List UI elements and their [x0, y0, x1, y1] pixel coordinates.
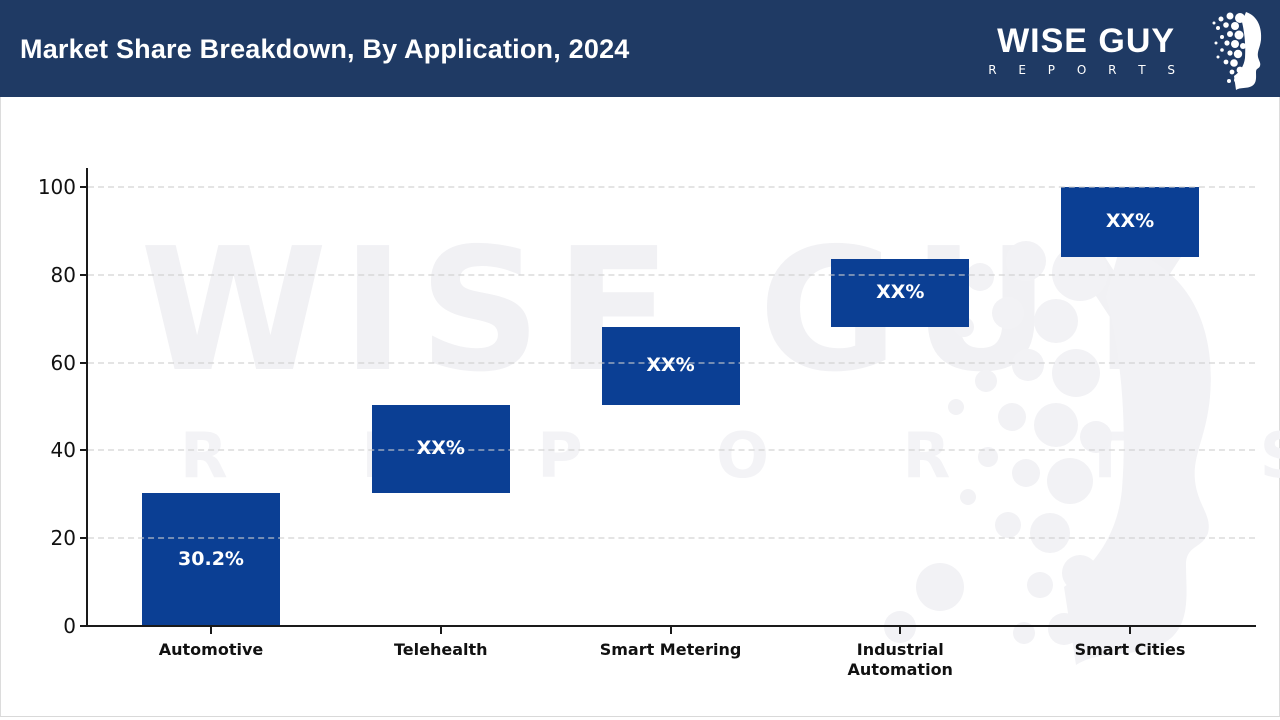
x-tick-mark [1129, 627, 1131, 634]
y-tick-label: 20 [50, 526, 76, 551]
y-tick-mark [80, 273, 87, 276]
y-tick-mark [80, 449, 87, 452]
bar-value-label: 30.2% [178, 547, 244, 570]
y-tick-label: 100 [37, 175, 76, 199]
bar-value-label: XX% [1105, 210, 1155, 233]
header-bar: Market Share Breakdown, By Application, … [0, 0, 1280, 97]
y-tick-label: 0 [63, 614, 76, 638]
y-axis-line [86, 168, 88, 627]
gridline [88, 537, 1255, 540]
waterfall-bar [601, 327, 740, 405]
y-tick-mark [80, 537, 87, 540]
y-tick-label: 80 [50, 262, 76, 287]
y-tick-mark [80, 361, 87, 364]
x-category-label: Industrial Automation [847, 640, 953, 679]
waterfall-bar [371, 405, 510, 494]
x-category-label: Telehealth [393, 640, 488, 659]
gridline [88, 186, 1255, 188]
bar-value-label: XX% [416, 437, 465, 460]
logo-wordmark: WISE GUY [997, 22, 1176, 60]
logo-subtitle: R E P O R T S [988, 63, 1184, 77]
x-tick-mark [439, 627, 442, 634]
logo-text: WISE GUY R E P O R T S [988, 22, 1184, 77]
gridline [88, 361, 1255, 364]
gridline [88, 449, 1255, 452]
waterfall-bar [142, 493, 280, 626]
page-title: Market Share Breakdown, By Application, … [20, 34, 630, 64]
wise-guy-reports-logo: WISE GUY R E P O R T S [988, 6, 1262, 92]
y-tick-label: 40 [50, 438, 76, 463]
x-tick-mark [899, 627, 902, 634]
bar-value-label: XX% [646, 353, 695, 376]
x-category-label: Smart Metering [599, 640, 742, 659]
logo-face-icon [1212, 12, 1262, 90]
gridline [88, 273, 1255, 276]
bar-value-label: XX% [876, 280, 925, 303]
y-tick-label: 60 [50, 350, 76, 375]
x-axis-line [86, 625, 1256, 627]
x-tick-mark [669, 627, 672, 634]
y-tick-mark [80, 186, 87, 188]
x-category-label: Automotive [158, 640, 264, 659]
y-tick-mark [80, 625, 87, 627]
x-tick-mark [210, 627, 212, 634]
x-category-label: Smart Cities [1074, 640, 1186, 659]
bottom-edge-line [0, 716, 1280, 717]
